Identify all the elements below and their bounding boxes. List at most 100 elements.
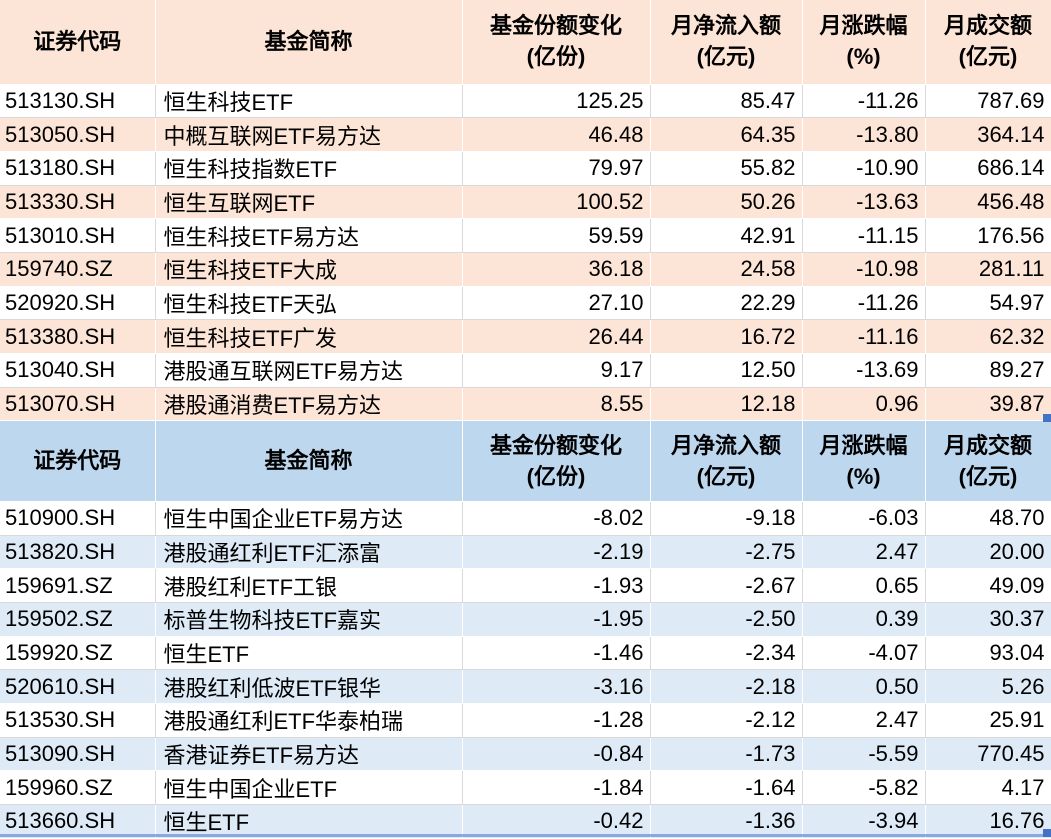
code-cell[interactable]: 159502.SZ <box>0 602 156 637</box>
pct-change-cell[interactable]: -11.26 <box>802 286 926 321</box>
turnover-cell[interactable]: 30.37 <box>925 602 1051 637</box>
net-inflow-cell[interactable]: -2.50 <box>650 602 803 637</box>
fund-name-cell[interactable]: 恒生科技ETF广发 <box>155 319 463 354</box>
code-cell[interactable]: 513130.SH <box>0 84 156 119</box>
code-cell[interactable]: 520610.SH <box>0 669 156 704</box>
pct-change-cell[interactable]: 0.96 <box>802 387 926 422</box>
turnover-cell[interactable]: 39.87 <box>925 387 1051 422</box>
net-inflow-cell[interactable]: 64.35 <box>650 117 803 152</box>
turnover-cell[interactable]: 20.00 <box>925 535 1051 570</box>
pct-change-cell[interactable]: 2.47 <box>802 703 926 738</box>
fund-name-cell[interactable]: 香港证券ETF易方达 <box>155 737 463 772</box>
fund-name-cell[interactable]: 港股通互联网ETF易方达 <box>155 353 463 388</box>
pct-change-cell[interactable]: 2.47 <box>802 535 926 570</box>
net-inflow-cell[interactable]: -2.75 <box>650 535 803 570</box>
turnover-cell[interactable]: 4.17 <box>925 770 1051 806</box>
net-inflow-cell[interactable]: 55.82 <box>650 151 803 186</box>
fund-name-cell[interactable]: 中概互联网ETF易方达 <box>155 117 463 152</box>
share-change-cell[interactable]: 8.55 <box>462 387 651 422</box>
net-inflow-cell[interactable]: -2.18 <box>650 669 803 704</box>
net-inflow-cell[interactable]: 50.26 <box>650 185 803 220</box>
pct-change-cell[interactable]: -11.15 <box>802 218 926 253</box>
code-cell[interactable]: 520920.SH <box>0 286 156 321</box>
share-change-cell[interactable]: 59.59 <box>462 218 651 253</box>
code-cell[interactable]: 159691.SZ <box>0 568 156 603</box>
pct-change-cell[interactable]: -10.98 <box>802 252 926 287</box>
net-inflow-cell[interactable]: 42.91 <box>650 218 803 253</box>
selection-fill-handle[interactable] <box>1043 829 1051 837</box>
pct-change-cell[interactable]: -3.94 <box>802 804 926 839</box>
share-change-cell[interactable]: 27.10 <box>462 286 651 321</box>
turnover-cell[interactable]: 48.70 <box>925 501 1051 536</box>
pct-change-cell[interactable]: -6.03 <box>802 501 926 536</box>
turnover-cell[interactable]: 49.09 <box>925 568 1051 603</box>
fund-name-cell[interactable]: 恒生中国企业ETF <box>155 770 463 806</box>
net-inflow-cell[interactable]: 85.47 <box>650 84 803 119</box>
net-inflow-cell[interactable]: -1.73 <box>650 737 803 772</box>
share-change-cell[interactable]: 125.25 <box>462 84 651 119</box>
share-change-cell[interactable]: 26.44 <box>462 319 651 354</box>
share-change-cell[interactable]: -1.84 <box>462 770 651 806</box>
share-change-cell[interactable]: -1.93 <box>462 568 651 603</box>
turnover-cell[interactable]: 89.27 <box>925 353 1051 388</box>
col-header-net-inflow[interactable]: 月净流入额 (亿元) <box>650 0 803 85</box>
share-change-cell[interactable]: -3.16 <box>462 669 651 704</box>
turnover-cell[interactable]: 281.11 <box>925 252 1051 287</box>
pct-change-cell[interactable]: 0.65 <box>802 568 926 603</box>
pct-change-cell[interactable]: 0.50 <box>802 669 926 704</box>
share-change-cell[interactable]: -2.19 <box>462 535 651 570</box>
net-inflow-cell[interactable]: 12.50 <box>650 353 803 388</box>
share-change-cell[interactable]: -1.28 <box>462 703 651 738</box>
code-cell[interactable]: 513380.SH <box>0 319 156 354</box>
pct-change-cell[interactable]: -5.82 <box>802 770 926 806</box>
code-cell[interactable]: 513040.SH <box>0 353 156 388</box>
pct-change-cell[interactable]: -13.80 <box>802 117 926 152</box>
pct-change-cell[interactable]: -13.69 <box>802 353 926 388</box>
net-inflow-cell[interactable]: -1.64 <box>650 770 803 806</box>
turnover-cell[interactable]: 25.91 <box>925 703 1051 738</box>
turnover-cell[interactable]: 93.04 <box>925 636 1051 671</box>
net-inflow-cell[interactable]: 16.72 <box>650 319 803 354</box>
code-cell[interactable]: 510900.SH <box>0 501 156 536</box>
pct-change-cell[interactable]: -5.59 <box>802 737 926 772</box>
net-inflow-cell[interactable]: 24.58 <box>650 252 803 287</box>
pct-change-cell[interactable]: -11.16 <box>802 319 926 354</box>
net-inflow-cell[interactable]: -9.18 <box>650 501 803 536</box>
fund-name-cell[interactable]: 恒生科技ETF易方达 <box>155 218 463 253</box>
fund-name-cell[interactable]: 恒生科技ETF天弘 <box>155 286 463 321</box>
turnover-cell[interactable]: 364.14 <box>925 117 1051 152</box>
col-header-fund-name[interactable]: 基金简称 <box>155 0 463 85</box>
fund-name-cell[interactable]: 港股红利ETF工银 <box>155 568 463 603</box>
turnover-cell[interactable]: 176.56 <box>925 218 1051 253</box>
fund-name-cell[interactable]: 恒生科技ETF大成 <box>155 252 463 287</box>
turnover-cell[interactable]: 456.48 <box>925 185 1051 220</box>
code-cell[interactable]: 513180.SH <box>0 151 156 186</box>
turnover-cell[interactable]: 5.26 <box>925 669 1051 704</box>
pct-change-cell[interactable]: -13.63 <box>802 185 926 220</box>
col-header-fund-name[interactable]: 基金简称 <box>155 421 463 502</box>
code-cell[interactable]: 513090.SH <box>0 737 156 772</box>
fund-name-cell[interactable]: 恒生ETF <box>155 636 463 671</box>
turnover-cell[interactable]: 787.69 <box>925 84 1051 119</box>
col-header-turnover[interactable]: 月成交额 (亿元) <box>925 0 1051 85</box>
fund-name-cell[interactable]: 恒生互联网ETF <box>155 185 463 220</box>
col-header-code[interactable]: 证券代码 <box>0 421 156 502</box>
fund-name-cell[interactable]: 港股通红利ETF汇添富 <box>155 535 463 570</box>
pct-change-cell[interactable]: -11.26 <box>802 84 926 119</box>
fund-name-cell[interactable]: 港股通红利ETF华泰柏瑞 <box>155 703 463 738</box>
turnover-cell[interactable]: 16.76 <box>925 804 1051 839</box>
col-header-pct-change[interactable]: 月涨跌幅 (%) <box>802 421 926 502</box>
pct-change-cell[interactable]: 0.39 <box>802 602 926 637</box>
col-header-share-change[interactable]: 基金份额变化 (亿份) <box>462 421 651 502</box>
net-inflow-cell[interactable]: -2.67 <box>650 568 803 603</box>
net-inflow-cell[interactable]: 12.18 <box>650 387 803 422</box>
fund-name-cell[interactable]: 恒生ETF <box>155 804 463 839</box>
code-cell[interactable]: 159960.SZ <box>0 770 156 806</box>
net-inflow-cell[interactable]: -2.12 <box>650 703 803 738</box>
fund-name-cell[interactable]: 标普生物科技ETF嘉实 <box>155 602 463 637</box>
code-cell[interactable]: 513660.SH <box>0 804 156 839</box>
turnover-cell[interactable]: 54.97 <box>925 286 1051 321</box>
pct-change-cell[interactable]: -4.07 <box>802 636 926 671</box>
col-header-turnover[interactable]: 月成交额 (亿元) <box>925 421 1051 502</box>
code-cell[interactable]: 513050.SH <box>0 117 156 152</box>
